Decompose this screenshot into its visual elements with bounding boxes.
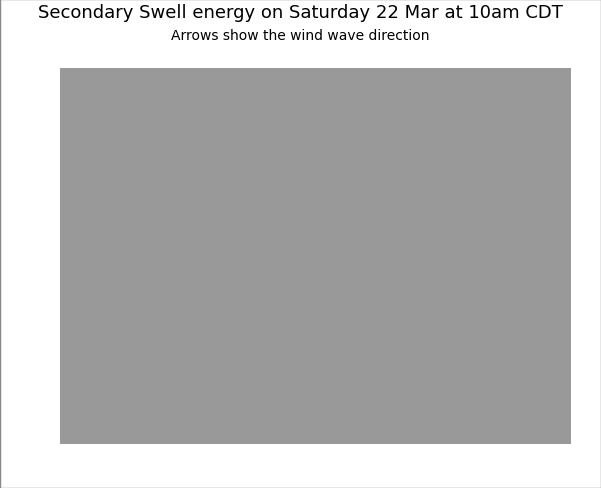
Text: Secondary Swell energy on Saturday 22 Mar at 10am CDT: Secondary Swell energy on Saturday 22 Ma… <box>38 4 563 22</box>
Bar <box>60 68 571 444</box>
Text: Arrows show the wind wave direction: Arrows show the wind wave direction <box>171 29 430 43</box>
